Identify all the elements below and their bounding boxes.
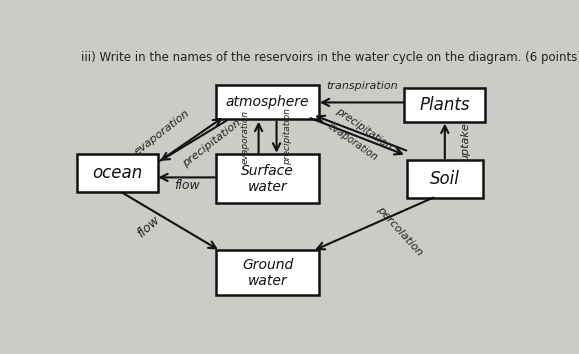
Text: evaporation: evaporation — [326, 121, 380, 163]
FancyBboxPatch shape — [216, 154, 319, 203]
FancyBboxPatch shape — [77, 154, 157, 193]
Text: iii) Write in the names of the reservoirs in the water cycle on the diagram. (6 : iii) Write in the names of the reservoir… — [81, 51, 579, 64]
Text: Ground
water: Ground water — [242, 258, 293, 288]
Text: evaporation: evaporation — [133, 108, 192, 157]
Text: evaporation: evaporation — [241, 109, 250, 164]
Text: atmosphere: atmosphere — [226, 96, 309, 109]
Text: precipitation: precipitation — [283, 108, 292, 165]
Text: flow: flow — [174, 178, 200, 192]
Text: flow: flow — [135, 213, 163, 240]
FancyBboxPatch shape — [404, 88, 485, 122]
Text: precipitation: precipitation — [181, 118, 243, 169]
FancyBboxPatch shape — [406, 160, 483, 198]
FancyBboxPatch shape — [216, 85, 319, 120]
Text: percolation: percolation — [375, 204, 424, 257]
Text: Soil: Soil — [430, 170, 460, 188]
Text: Plants: Plants — [420, 96, 470, 114]
Text: Surface
water: Surface water — [241, 164, 294, 194]
Text: ocean: ocean — [92, 164, 142, 182]
Text: precipitation: precipitation — [334, 105, 394, 151]
Text: uptake: uptake — [460, 122, 470, 160]
Text: transpiration: transpiration — [326, 81, 398, 91]
FancyBboxPatch shape — [216, 250, 319, 295]
